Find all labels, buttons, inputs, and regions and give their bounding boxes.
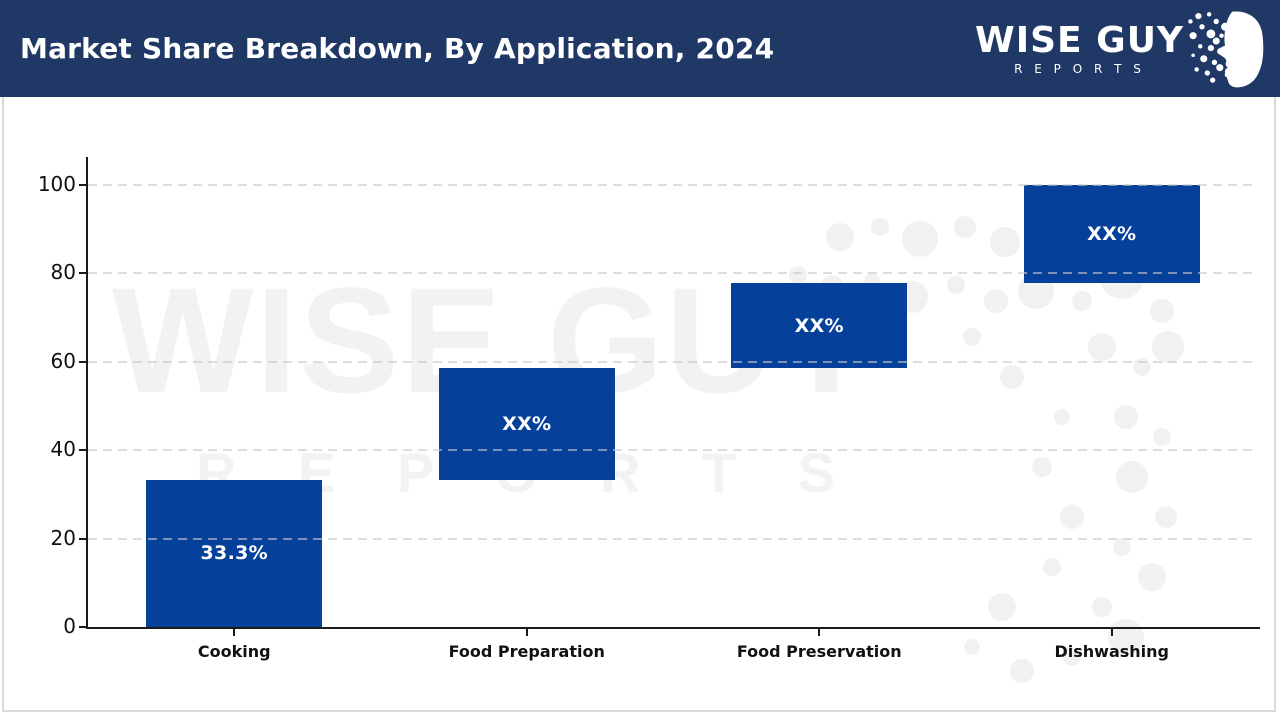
y-axis-tick (79, 449, 88, 452)
logo-subtitle: R E P O R T S (1014, 61, 1145, 76)
grid-layer (0, 97, 1280, 720)
bar-food-preservation: XX% (731, 283, 908, 368)
x-axis-category-label: Food Preservation (736, 642, 902, 661)
bars-layer: 33.3% XX% XX% XX% (0, 97, 1280, 720)
gridline-20 (88, 537, 1258, 540)
chart-area: WISE GUY R E P O R T S 33.3%XX%XX%XX% (0, 97, 1280, 720)
y-axis-tick (79, 272, 88, 275)
wise-guy-logo: WISE GUY R E P O R T S (975, 8, 1266, 90)
logo-text: WISE GUY R E P O R T S (974, 19, 1184, 76)
y-axis-tick-label: 60 (50, 348, 76, 373)
bar-cooking: 33.3% (146, 479, 323, 627)
bar-value-label: XX% (794, 314, 844, 337)
y-axis-tick (79, 537, 88, 540)
page-title: Market Share Breakdown, By Application, … (20, 32, 775, 65)
gridline-40 (88, 449, 1258, 452)
bar-value-label: XX% (502, 412, 552, 435)
x-axis-category-label: Dishwashing (1054, 642, 1170, 661)
x-axis-category-label: Food Preparation (448, 642, 605, 661)
y-axis-tick-label: 0 (63, 614, 76, 638)
y-axis-tick (79, 626, 88, 628)
gridline-100 (88, 184, 1258, 186)
x-axis-tick (1110, 629, 1113, 636)
y-axis-tick (79, 360, 88, 363)
y-axis-tick-label: 40 (50, 437, 76, 462)
x-axis-line (86, 627, 1260, 629)
gridline-60 (88, 360, 1258, 363)
gridline-80 (88, 272, 1258, 275)
x-axis-tick (525, 629, 528, 636)
y-axis-tick (79, 184, 88, 186)
axes-layer: 0 20 40 60 80 100 Cooking Food Preparation Food … (0, 97, 1280, 720)
x-axis-tick (233, 629, 236, 636)
bar-food-preparation: XX% (438, 367, 615, 480)
bar-dishwashing: XX% (1023, 185, 1200, 284)
bar-value-label: XX% (1087, 223, 1137, 246)
y-axis-tick-label: 80 (50, 260, 76, 285)
x-axis-tick (818, 629, 821, 636)
logo-wordmark: WISE GUY (974, 19, 1184, 61)
logo-face-icon (1188, 10, 1264, 87)
y-axis-line (86, 157, 88, 629)
y-axis-tick-label: 20 (50, 525, 76, 550)
x-axis-category-label: Cooking (197, 642, 271, 661)
header: Market Share Breakdown, By Application, … (0, 0, 1280, 97)
y-axis-tick-label: 100 (37, 172, 76, 196)
bar-value-label: 33.3% (200, 542, 268, 565)
